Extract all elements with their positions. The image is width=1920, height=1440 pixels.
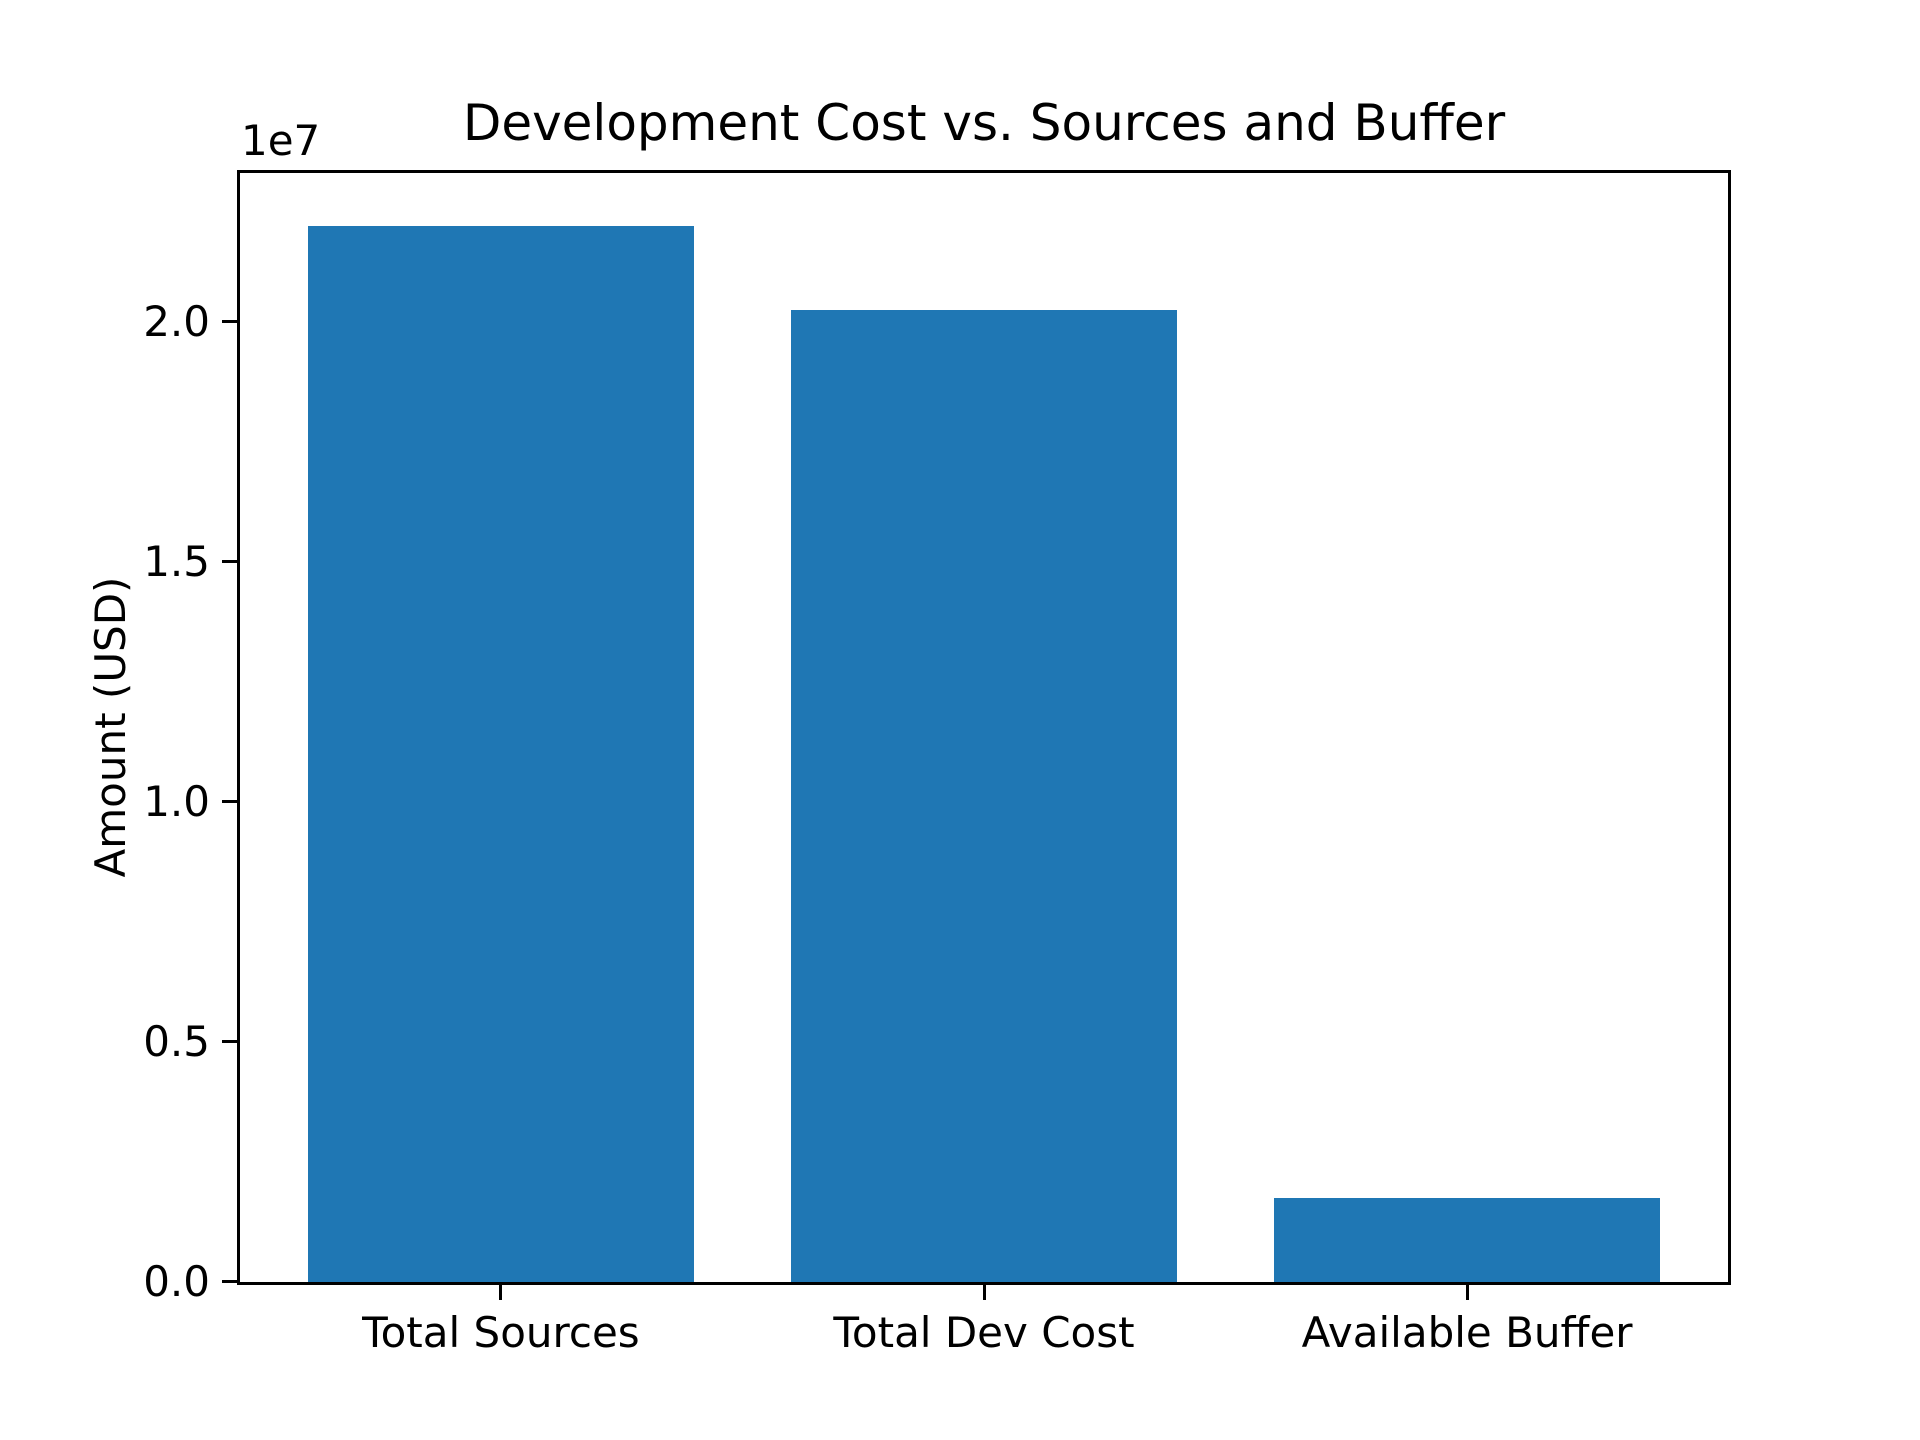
y-tick-label: 0.0 xyxy=(143,1256,210,1306)
y-tick-mark xyxy=(222,1040,237,1044)
y-tick-label: 0.5 xyxy=(143,1016,210,1066)
x-tick-label: Total Dev Cost xyxy=(833,1307,1135,1357)
x-tick-mark xyxy=(1465,1284,1469,1300)
x-tick-mark xyxy=(499,1284,503,1300)
y-axis-offset-text: 1e7 xyxy=(241,116,321,165)
plot-area xyxy=(237,170,1731,1285)
y-tick-mark xyxy=(222,320,237,324)
y-tick-label: 2.0 xyxy=(143,296,210,346)
bar-total-dev-cost xyxy=(790,309,1178,1282)
y-tick-mark xyxy=(222,560,237,564)
y-tick-mark xyxy=(222,800,237,804)
y-axis-label: Amount (USD) xyxy=(86,576,135,878)
y-tick-mark xyxy=(222,1280,237,1284)
x-tick-mark xyxy=(982,1284,986,1300)
x-tick-label: Available Buffer xyxy=(1301,1307,1633,1357)
x-tick-label: Total Sources xyxy=(362,1307,640,1357)
chart-title: Development Cost vs. Sources and Buffer xyxy=(462,94,1506,152)
bar-available-buffer xyxy=(1273,1197,1661,1282)
bar-total-sources xyxy=(307,225,695,1282)
y-tick-label: 1.5 xyxy=(143,536,210,586)
y-tick-label: 1.0 xyxy=(143,776,210,826)
